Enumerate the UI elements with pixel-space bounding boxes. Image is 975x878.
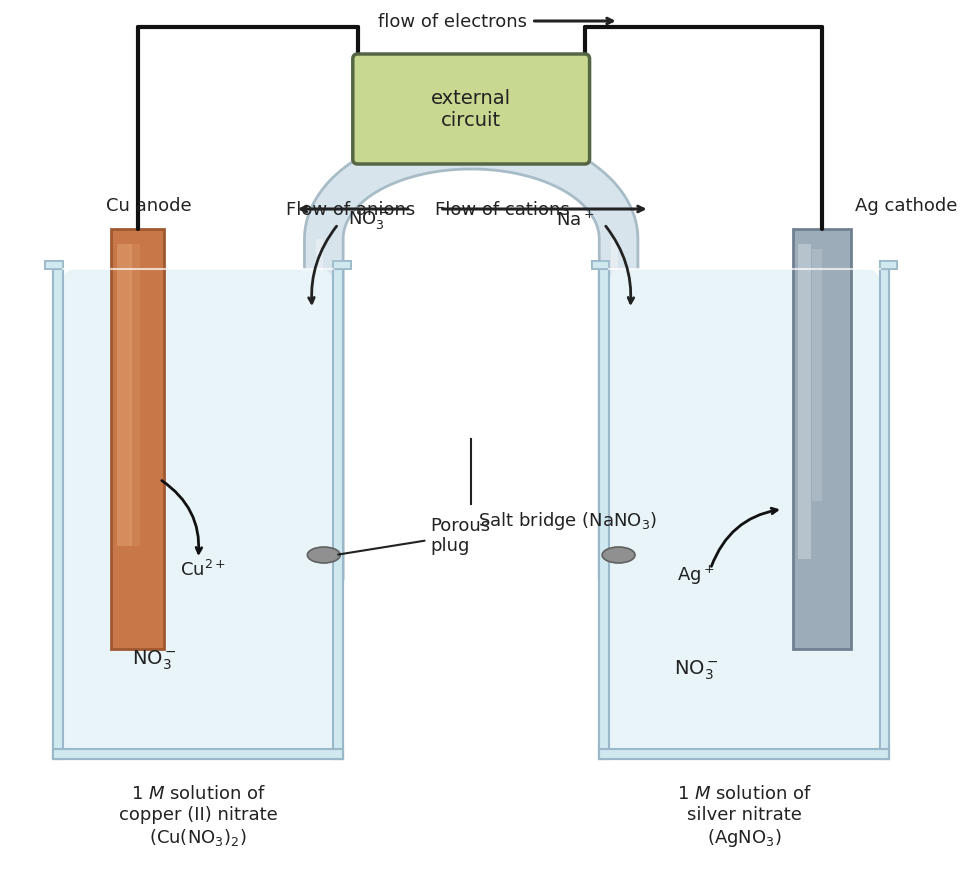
Bar [600, 270, 609, 759]
FancyBboxPatch shape [353, 55, 590, 165]
Polygon shape [304, 130, 638, 579]
Text: Cu$^{2+}$: Cu$^{2+}$ [180, 559, 226, 579]
Text: Cu anode: Cu anode [106, 197, 192, 215]
Bar [600, 749, 889, 759]
FancyBboxPatch shape [609, 270, 879, 759]
Bar [611, 240, 617, 579]
Text: Salt bridge (NaNO$_3$): Salt bridge (NaNO$_3$) [479, 509, 657, 531]
Bar [333, 262, 351, 270]
Bar [54, 270, 62, 759]
Text: Ag cathode: Ag cathode [855, 197, 957, 215]
FancyBboxPatch shape [609, 270, 879, 759]
Bar [879, 270, 889, 759]
Text: NO$_3^-$: NO$_3^-$ [348, 209, 389, 231]
Text: Ag$^+$: Ag$^+$ [677, 563, 715, 586]
Text: Flow of cations: Flow of cations [435, 201, 569, 219]
Bar [600, 749, 889, 759]
Bar [799, 245, 811, 559]
Text: NO$_3^-$: NO$_3^-$ [674, 658, 719, 681]
Bar [333, 270, 343, 759]
Bar [117, 245, 132, 547]
Bar [333, 270, 343, 759]
Bar [54, 749, 343, 759]
Bar [609, 429, 879, 759]
Ellipse shape [603, 547, 635, 564]
Bar [129, 245, 140, 547]
Text: 1 $M$ solution of
silver nitrate
(AgNO$_3$): 1 $M$ solution of silver nitrate (AgNO$_… [677, 784, 812, 848]
FancyBboxPatch shape [62, 270, 333, 759]
Text: Flow of anions: Flow of anions [287, 201, 415, 219]
Bar [46, 262, 62, 270]
Bar [600, 270, 609, 759]
Bar [54, 270, 62, 759]
Bar [333, 262, 351, 270]
Text: 1 $M$ solution of
copper (II) nitrate
(Cu(NO$_3$)$_2$): 1 $M$ solution of copper (II) nitrate (C… [119, 784, 278, 847]
Bar [879, 262, 897, 270]
Bar [46, 262, 62, 270]
Bar [793, 230, 850, 649]
Text: NO$_3^-$: NO$_3^-$ [133, 647, 177, 671]
Bar [316, 240, 323, 579]
Ellipse shape [307, 547, 340, 564]
Bar [812, 249, 822, 501]
Text: external
circuit: external circuit [431, 90, 511, 130]
Bar [592, 262, 609, 270]
Bar [111, 230, 165, 649]
Bar [592, 262, 609, 270]
Bar [879, 270, 889, 759]
FancyBboxPatch shape [62, 270, 333, 759]
Text: Na$^+$: Na$^+$ [556, 210, 595, 229]
Bar [879, 262, 897, 270]
Text: Porous
plug: Porous plug [338, 516, 490, 555]
Bar [62, 420, 333, 759]
Text: flow of electrons: flow of electrons [377, 13, 526, 31]
Bar [54, 749, 343, 759]
